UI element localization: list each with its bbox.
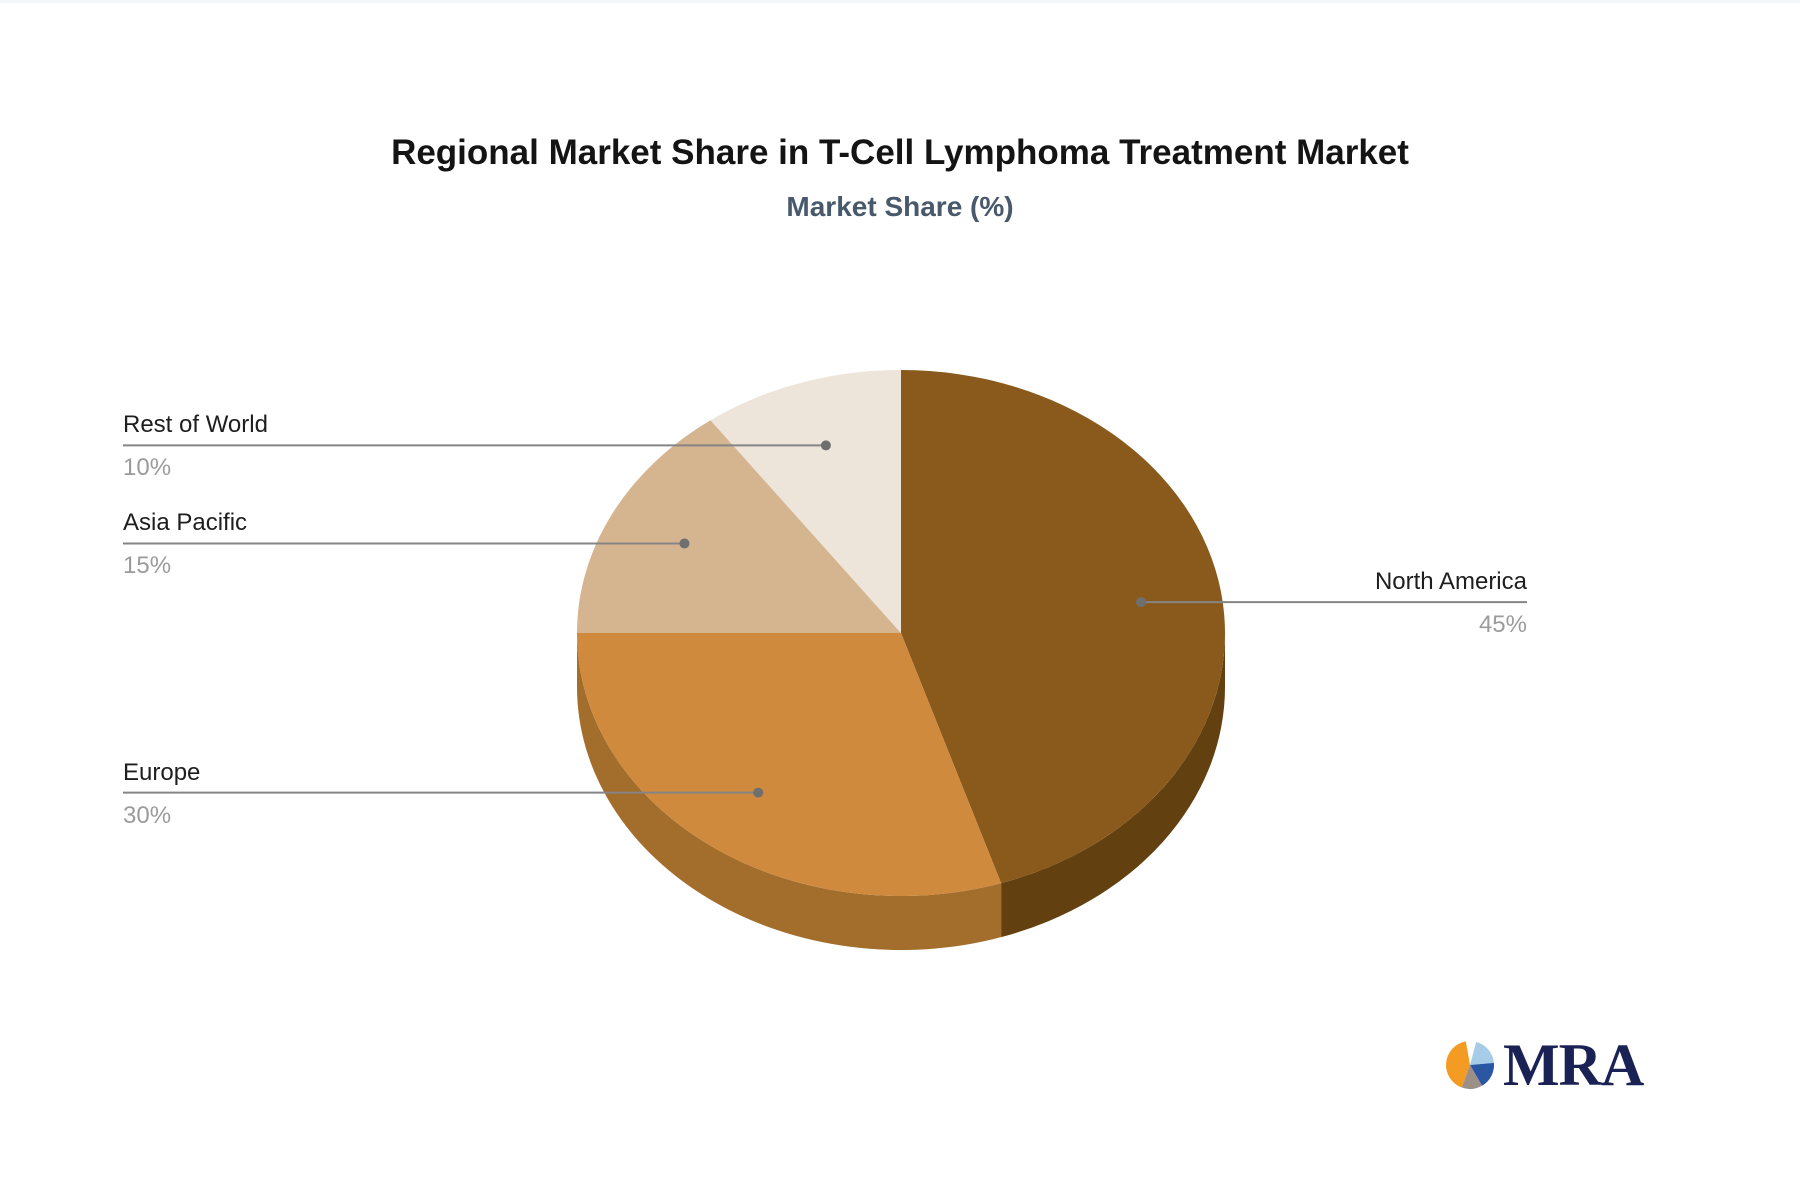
logo-pie-slice-orange xyxy=(1446,1041,1470,1088)
pie-slice-side-north-america xyxy=(1001,633,1225,938)
leader-dot-rest-of-world xyxy=(820,440,831,451)
logo-pie-slice-gray xyxy=(1461,1065,1482,1089)
mra-logo-text: MRA xyxy=(1503,1032,1644,1098)
top-border xyxy=(0,0,1800,3)
leader-dot-north-america xyxy=(1136,597,1147,608)
pie-slice-asia-pacific[interactable] xyxy=(577,420,901,633)
chart-subtitle: Market Share (%) xyxy=(786,191,1014,222)
leader-dot-europe xyxy=(753,787,764,798)
mra-logo[interactable]: MRA xyxy=(1444,1032,1644,1098)
pie-slice-side-europe xyxy=(577,633,1002,950)
pie-slice-europe[interactable] xyxy=(577,633,1002,897)
leader-dot-asia-pacific xyxy=(679,538,690,549)
logo-pie-slice-light-blue xyxy=(1470,1041,1494,1065)
pie-slice-north-america[interactable] xyxy=(901,370,1225,884)
chart-title: Regional Market Share in T-Cell Lymphoma… xyxy=(391,133,1409,172)
pie-slice-rest-of-world[interactable] xyxy=(710,370,901,633)
logo-pie-slice-blue xyxy=(1470,1062,1494,1086)
mra-logo-pie-icon xyxy=(1446,1041,1494,1089)
